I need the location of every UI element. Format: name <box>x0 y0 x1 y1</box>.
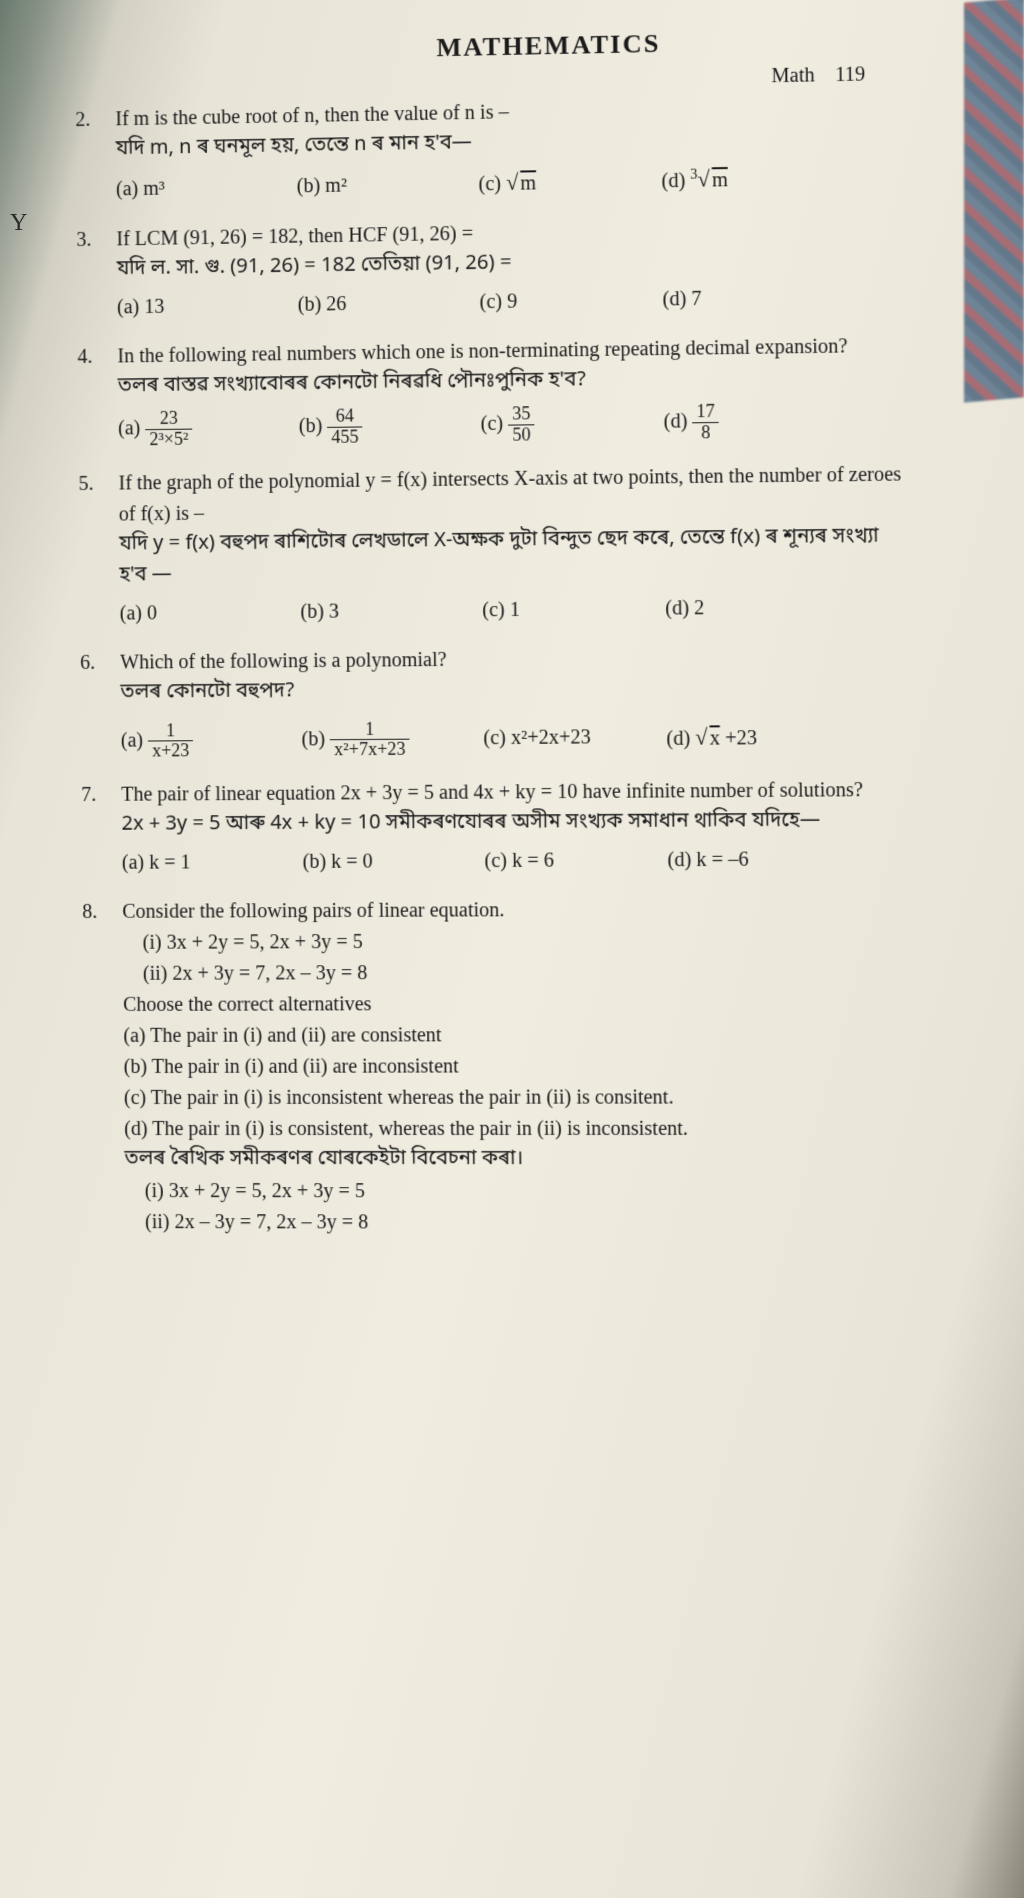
option-a: (a) 232³×5² <box>118 408 269 451</box>
question-3: 3. If LCM (91, 26) = 182, then HCF (91, … <box>76 212 908 324</box>
question-4: 4. In the following real numbers which o… <box>77 330 909 450</box>
option-b: (b) 1x²+7x+23 <box>301 719 453 761</box>
question-text-alt: যদি y = f(x) বহুপদ ৰাশিটোৰ লেখডালে X-অক্… <box>119 522 911 593</box>
option-c: (c) 1 <box>482 593 635 626</box>
alt-sub-i: (i) 3x + 2y = 5, 2x + 3y = 5 <box>145 1176 917 1208</box>
choose-text: Choose the correct alternatives <box>123 988 915 1021</box>
option-b: (b) 3 <box>300 595 452 628</box>
question-6: 6. Which of the following is a polynomia… <box>80 640 912 762</box>
question-text-alt: তলৰ ৰৈখিক সমীকৰণৰ যোৰকেইটা বিবেচনা কৰা। <box>124 1145 916 1176</box>
option-d: (d) k = –6 <box>667 844 821 876</box>
sub-ii: (ii) 2x + 3y = 7, 2x – 3y = 8 <box>143 957 915 991</box>
options: (a) m³ (b) m² (c) √m (d) 3√m <box>116 159 908 207</box>
option-a: (a) m³ <box>116 171 267 205</box>
option-a: (a) k = 1 <box>122 847 273 879</box>
option-c: (c) The pair in (i) is inconsistent wher… <box>124 1082 916 1114</box>
option-c: (c) √m <box>478 164 631 201</box>
options: (a) 0 (b) 3 (c) 1 (d) 2 <box>120 591 912 630</box>
question-number: 6. <box>80 648 95 679</box>
option-b: (b) The pair in (i) and (ii) are inconsi… <box>124 1051 916 1083</box>
question-text-alt: 2x + 3y = 5 আৰু 4x + ky = 10 সমীকৰণযোৰৰ … <box>121 806 913 842</box>
option-c: (c) 9 <box>479 285 632 318</box>
option-b: (b) 26 <box>298 288 450 321</box>
option-d: (d) 178 <box>663 401 817 444</box>
options: (a) 1x+23 (b) 1x²+7x+23 (c) x²+2x+23 (d)… <box>121 715 913 762</box>
margin-letter: Y <box>10 210 27 237</box>
page-number: 119 <box>835 63 865 86</box>
question-text-en: The pair of linear equation 2x + 3y = 5 … <box>121 775 913 811</box>
option-a: (a) 13 <box>117 290 268 323</box>
page-content: MATHEMATICS Math 119 2. If m is the cube… <box>75 24 917 1258</box>
option-a: (a) 1x+23 <box>121 720 272 762</box>
question-text-alt: তলৰ কোনটো বহুপদ? <box>120 672 912 710</box>
question-number: 3. <box>76 225 91 256</box>
option-c: (c) k = 6 <box>484 845 637 877</box>
options: (a) 13 (b) 26 (c) 9 (d) 7 <box>117 281 909 324</box>
question-8: 8. Consider the following pairs of linea… <box>82 894 916 1240</box>
question-number: 4. <box>77 342 92 373</box>
question-number: 8. <box>82 897 97 928</box>
background-fabric <box>964 0 1024 403</box>
options: (a) k = 1 (b) k = 0 (c) k = 6 (d) k = –6 <box>122 844 914 879</box>
options: (a) 232³×5² (b) 64455 (c) 3550 (d) 178 <box>118 399 910 450</box>
subject-title: MATHEMATICS <box>195 24 906 68</box>
meta-label: Math <box>771 64 814 87</box>
option-a: (a) The pair in (i) and (ii) are consist… <box>123 1019 915 1052</box>
question-5: 5. If the graph of the polynomial y = f(… <box>78 459 911 630</box>
sub-i: (i) 3x + 2y = 5, 2x + 3y = 5 <box>142 925 914 959</box>
option-b: (b) m² <box>297 168 449 202</box>
option-b: (b) k = 0 <box>302 846 454 878</box>
option-b: (b) 64455 <box>299 405 451 448</box>
alt-sub-ii: (ii) 2x – 3y = 7, 2x – 3y = 8 <box>145 1207 917 1239</box>
option-d: (d) The pair in (i) is consistent, where… <box>124 1114 916 1145</box>
option-d: (d) √x +23 <box>666 719 820 755</box>
option-d: (d) 3√m <box>661 160 815 197</box>
option-d: (d) 2 <box>665 592 819 625</box>
option-c: (c) x²+2x+23 <box>483 722 636 754</box>
question-number: 2. <box>75 105 90 136</box>
question-number: 5. <box>78 469 93 500</box>
question-text-en: If the graph of the polynomial y = f(x) … <box>118 459 910 530</box>
option-d: (d) 7 <box>662 282 816 316</box>
question-7: 7. The pair of linear equation 2x + 3y =… <box>81 775 913 879</box>
question-text-en: Consider the following pairs of linear e… <box>122 894 914 928</box>
question-2: 2. If m is the cube root of n, then the … <box>75 90 907 207</box>
option-c: (c) 3550 <box>480 403 633 446</box>
question-number: 7. <box>81 780 96 811</box>
option-a: (a) 0 <box>120 597 271 629</box>
